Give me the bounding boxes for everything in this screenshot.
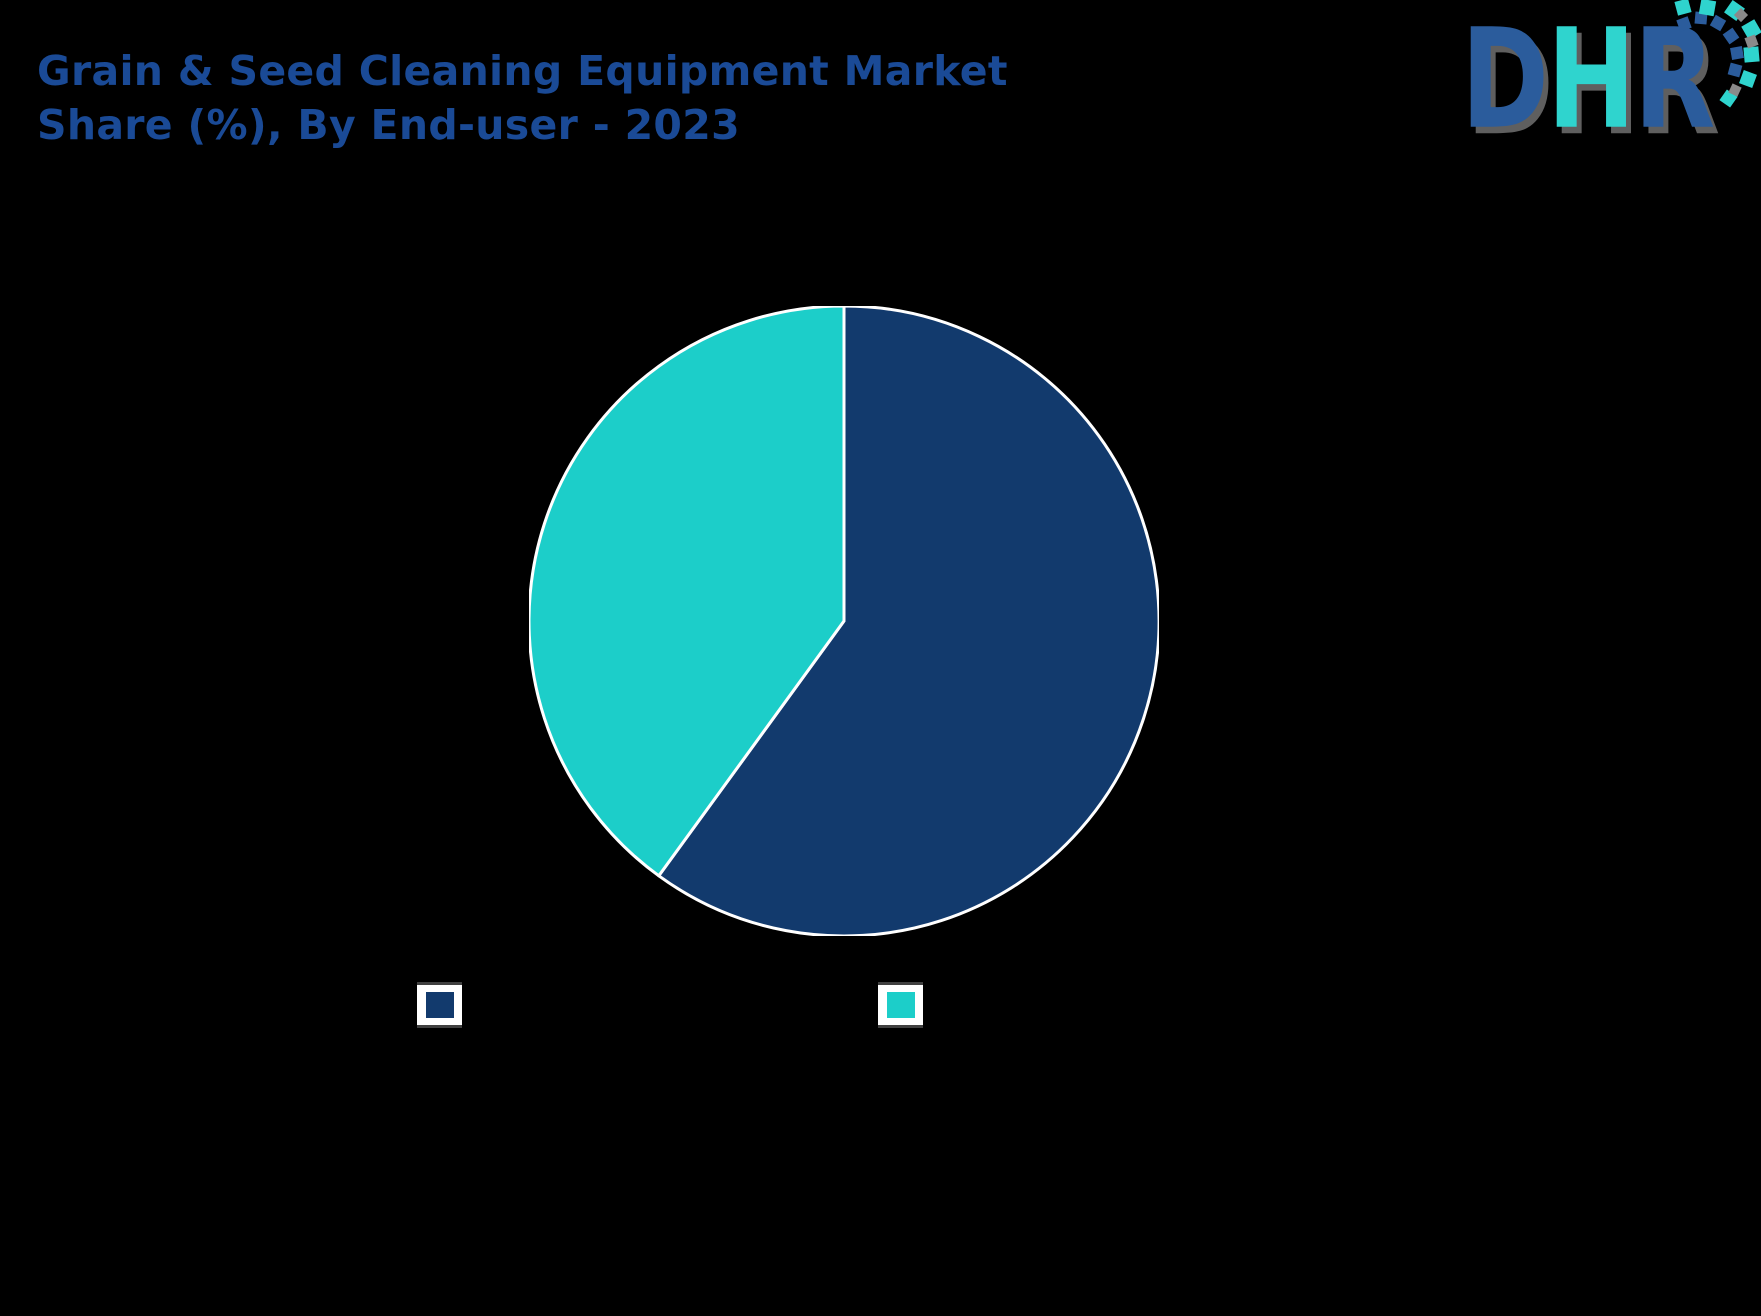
burst-square: [1730, 46, 1744, 60]
logo-letter-h: H: [1547, 0, 1636, 160]
pie-slice-2: [529, 306, 846, 878]
chart-title-line2: Share (%), By End-user - 2023: [37, 101, 740, 150]
burst-square: [1722, 27, 1740, 45]
logo-letter-r: R: [1633, 0, 1716, 160]
legend-marker-1: [417, 985, 462, 1025]
dhr-logo: DHR: [1461, 0, 1716, 160]
burst-square: [1743, 46, 1760, 63]
pie-slice-1: [657, 306, 1159, 936]
burst-square: [1727, 62, 1743, 78]
chart-title: Grain & Seed Cleaning Equipment Market Sh…: [37, 44, 1008, 152]
logo-letter-d: D: [1461, 0, 1549, 160]
pie-chart: [529, 306, 1159, 936]
legend-swatch-2: [886, 992, 915, 1018]
legend-swatch-1: [425, 992, 454, 1018]
burst-square: [1698, 0, 1717, 17]
legend-marker-2: [878, 985, 923, 1025]
burst-square: [1739, 70, 1757, 88]
chart-title-line1: Grain & Seed Cleaning Equipment Market: [37, 47, 1008, 96]
